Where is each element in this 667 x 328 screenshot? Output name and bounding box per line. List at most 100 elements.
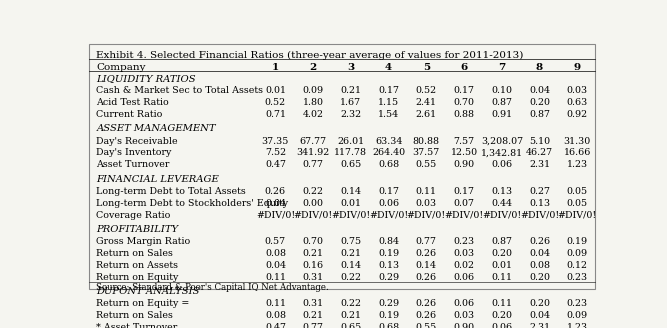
Text: DUPONT ANALYSIS: DUPONT ANALYSIS [96, 287, 200, 296]
Text: 5.10: 5.10 [529, 136, 550, 146]
Text: 5: 5 [423, 63, 430, 72]
Text: 0.65: 0.65 [340, 160, 362, 169]
Text: 0.21: 0.21 [303, 311, 323, 320]
Text: Return on Assets: Return on Assets [96, 261, 178, 270]
Text: 0.90: 0.90 [454, 160, 475, 169]
Text: 46.27: 46.27 [526, 149, 553, 157]
Text: 0.01: 0.01 [340, 199, 362, 208]
Text: 0.00: 0.00 [303, 199, 323, 208]
Text: Exhibit 4. Selected Financial Ratios (three-year average of values for 2011-2013: Exhibit 4. Selected Financial Ratios (th… [96, 51, 524, 60]
Text: 0.04: 0.04 [265, 199, 286, 208]
Text: Return on Sales: Return on Sales [96, 311, 173, 320]
Text: 0.77: 0.77 [303, 323, 323, 328]
Text: 0.23: 0.23 [567, 273, 588, 282]
Text: Company: Company [96, 63, 146, 72]
Text: 0.52: 0.52 [265, 98, 286, 107]
Text: 80.88: 80.88 [413, 136, 440, 146]
Text: 1,342.81: 1,342.81 [481, 149, 523, 157]
Text: 3,208.07: 3,208.07 [481, 136, 523, 146]
Text: 0.70: 0.70 [454, 98, 475, 107]
Text: #DIV/0!: #DIV/0! [255, 211, 295, 219]
Text: 0.01: 0.01 [265, 86, 286, 95]
Text: 0.09: 0.09 [303, 86, 323, 95]
Text: 0.04: 0.04 [529, 249, 550, 258]
Text: 0.20: 0.20 [529, 299, 550, 308]
Text: 2.32: 2.32 [340, 110, 362, 119]
Text: 0.11: 0.11 [265, 299, 286, 308]
Text: 0.20: 0.20 [492, 249, 512, 258]
Text: 1.23: 1.23 [567, 160, 588, 169]
Text: 0.14: 0.14 [340, 187, 362, 196]
Text: 0.87: 0.87 [492, 237, 512, 246]
Text: 2.31: 2.31 [529, 160, 550, 169]
Text: 0.03: 0.03 [454, 311, 475, 320]
Text: 0.77: 0.77 [303, 160, 323, 169]
Text: 4: 4 [385, 63, 392, 72]
Text: 0.03: 0.03 [416, 199, 437, 208]
Text: ASSET MANAGEMENT: ASSET MANAGEMENT [96, 124, 216, 133]
Text: 0.21: 0.21 [340, 249, 362, 258]
Text: 0.84: 0.84 [378, 237, 399, 246]
Text: 0.47: 0.47 [265, 323, 286, 328]
Text: 37.35: 37.35 [261, 136, 289, 146]
Text: #DIV/0!: #DIV/0! [369, 211, 408, 219]
Text: 0.19: 0.19 [567, 237, 588, 246]
Text: Gross Margin Ratio: Gross Margin Ratio [96, 237, 191, 246]
Text: 0.70: 0.70 [303, 237, 323, 246]
Text: 0.75: 0.75 [340, 237, 362, 246]
Text: 0.03: 0.03 [567, 86, 588, 95]
Text: 0.06: 0.06 [454, 299, 475, 308]
Text: 0.06: 0.06 [492, 323, 512, 328]
Text: 0.17: 0.17 [378, 86, 399, 95]
Text: 0.68: 0.68 [378, 323, 399, 328]
Text: 0.26: 0.26 [265, 187, 286, 196]
Text: 0.21: 0.21 [340, 86, 362, 95]
Text: 0.09: 0.09 [567, 311, 588, 320]
Text: 0.22: 0.22 [340, 273, 362, 282]
Text: 0.29: 0.29 [378, 299, 399, 308]
Text: 0.04: 0.04 [529, 86, 550, 95]
Text: 0.20: 0.20 [529, 98, 550, 107]
Text: 0.20: 0.20 [492, 311, 512, 320]
Text: 26.01: 26.01 [338, 136, 364, 146]
Text: 1.23: 1.23 [567, 323, 588, 328]
Text: 0.21: 0.21 [303, 249, 323, 258]
Text: #DIV/0!: #DIV/0! [558, 211, 597, 219]
Text: 37.57: 37.57 [413, 149, 440, 157]
Text: 0.77: 0.77 [416, 237, 437, 246]
Text: 0.19: 0.19 [378, 249, 399, 258]
Text: 7: 7 [498, 63, 506, 72]
Text: Long-term Debt to Stockholders' Equity: Long-term Debt to Stockholders' Equity [96, 199, 288, 208]
Text: 0.20: 0.20 [529, 273, 550, 282]
Text: 0.11: 0.11 [416, 187, 437, 196]
Text: 2.31: 2.31 [529, 323, 550, 328]
Text: Coverage Ratio: Coverage Ratio [96, 211, 171, 219]
Text: Acid Test Ratio: Acid Test Ratio [96, 98, 169, 107]
Text: 0.13: 0.13 [529, 199, 550, 208]
Text: 0.11: 0.11 [492, 273, 512, 282]
Text: 1.54: 1.54 [378, 110, 399, 119]
Text: 67.77: 67.77 [299, 136, 327, 146]
Text: Day's Inventory: Day's Inventory [96, 149, 171, 157]
Text: 0.55: 0.55 [416, 323, 437, 328]
Text: #DIV/0!: #DIV/0! [482, 211, 522, 219]
Text: 9: 9 [574, 63, 581, 72]
Text: 0.08: 0.08 [529, 261, 550, 270]
Text: 0.68: 0.68 [378, 160, 399, 169]
Text: 0.47: 0.47 [265, 160, 286, 169]
Text: 0.04: 0.04 [265, 261, 286, 270]
Text: 0.13: 0.13 [492, 187, 512, 196]
Text: 0.31: 0.31 [303, 273, 323, 282]
Text: 0.13: 0.13 [378, 261, 399, 270]
Text: 0.05: 0.05 [567, 199, 588, 208]
Text: 0.26: 0.26 [416, 249, 437, 258]
Text: 8: 8 [536, 63, 543, 72]
Text: Asset Turnover: Asset Turnover [96, 160, 169, 169]
Text: 0.91: 0.91 [492, 110, 512, 119]
Text: Return on Sales: Return on Sales [96, 249, 173, 258]
Text: 0.08: 0.08 [265, 311, 286, 320]
Text: 0.52: 0.52 [416, 86, 437, 95]
Text: 2.61: 2.61 [416, 110, 437, 119]
Text: 1.15: 1.15 [378, 98, 399, 107]
Text: 1.80: 1.80 [303, 98, 323, 107]
